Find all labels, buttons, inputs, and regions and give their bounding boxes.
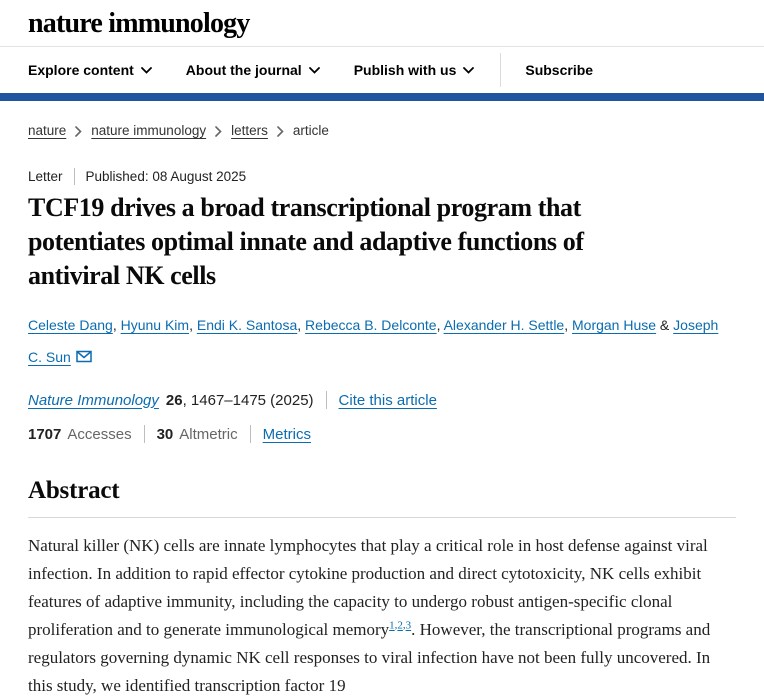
chevron-down-icon: [463, 66, 475, 74]
nav-label: Subscribe: [525, 62, 594, 78]
chevron-right-icon: [277, 125, 284, 137]
abstract-paragraph: Natural killer (NK) cells are innate lym…: [28, 532, 736, 700]
nav-explore-content[interactable]: Explore content: [28, 62, 152, 78]
author-link[interactable]: Celeste Dang: [28, 317, 113, 333]
abstract-heading: Abstract: [28, 477, 120, 504]
nav-subscribe[interactable]: Subscribe: [525, 62, 593, 78]
author-link[interactable]: Joseph C. Sun: [28, 317, 719, 365]
author: Hyunu Kim: [121, 317, 197, 333]
nav-publish-with-us[interactable]: Publish with us: [354, 62, 475, 78]
article-title-line: antiviral NK cells: [28, 261, 216, 290]
reference-citation: 1: [389, 619, 397, 631]
altmetric-count: 30: [156, 425, 174, 443]
meta-divider: [73, 168, 75, 185]
article-title-line: potentiates optimal innate and adaptive …: [28, 227, 584, 256]
published-date: Published: 08 August 2025: [85, 169, 247, 184]
citation-divider: [325, 391, 327, 409]
masthead-divider: [0, 46, 764, 47]
altmetric-label: Altmetric: [179, 425, 238, 443]
author: Celeste Dang: [28, 317, 121, 333]
metrics-divider: [249, 425, 251, 443]
reference-link[interactable]: 3: [405, 619, 412, 632]
page-range: , 1467–1475 (2025): [182, 391, 314, 409]
author: Endi K. Santosa: [197, 317, 305, 333]
reference-citation: 3: [406, 619, 412, 631]
article-title-line: TCF19 drives a broad transcriptional pro…: [28, 193, 581, 222]
breadcrumb: nature nature immunology letters article: [28, 101, 736, 138]
site-header: nature immunology Explore content About …: [0, 0, 764, 101]
abstract-divider: [28, 517, 736, 518]
article-title: TCF19 drives a broad transcriptional pro…: [28, 191, 736, 293]
volume-number: 26: [165, 391, 183, 409]
top-navigation: Explore content About the journal Publis…: [0, 47, 764, 93]
author: Morgan Huse: [572, 317, 673, 333]
brand-accent-bar: [0, 93, 764, 101]
accesses-count: 1707: [28, 425, 62, 443]
email-envelope-icon[interactable]: [76, 350, 92, 363]
masthead: nature immunology: [0, 0, 764, 46]
metrics-divider: [143, 425, 145, 443]
author-list: Celeste Dang Hyunu Kim Endi K. Santosa Rebe…: [28, 309, 728, 373]
abstract-section: Abstract Natural killer (NK) cells are i…: [28, 477, 736, 700]
nav-label: Explore content: [28, 62, 134, 78]
author-link[interactable]: Hyunu Kim: [120, 317, 190, 333]
chevron-down-icon: [308, 66, 320, 74]
nav-about-the-journal[interactable]: About the journal: [186, 62, 320, 78]
metrics-bar: 1707 Accesses 30 Altmetric Metrics: [28, 425, 736, 443]
chevron-right-icon: [75, 125, 82, 137]
breadcrumb-nature[interactable]: nature: [28, 123, 67, 138]
author: Rebecca B. Delconte: [305, 317, 444, 333]
cite-this-article-link[interactable]: Cite this article: [338, 391, 437, 409]
author: Alexander H. Settle: [444, 317, 572, 333]
metrics-link[interactable]: Metrics: [262, 425, 311, 443]
author-link[interactable]: Endi K. Santosa: [196, 317, 298, 333]
nav-label: Publish with us: [353, 62, 457, 78]
nav-divider: [500, 53, 502, 87]
author-link[interactable]: Alexander H. Settle: [443, 317, 565, 333]
reference-link[interactable]: 1: [389, 619, 395, 632]
breadcrumb-nature-immunology[interactable]: nature immunology: [91, 123, 207, 138]
author-link[interactable]: Rebecca B. Delconte: [305, 317, 437, 333]
breadcrumb-letters[interactable]: letters: [231, 123, 268, 138]
author-link[interactable]: Morgan Huse: [572, 317, 657, 333]
accesses-label: Accesses: [67, 425, 132, 443]
journal-link[interactable]: Nature Immunology: [28, 391, 159, 409]
breadcrumb-article: article: [292, 123, 329, 138]
nav-label: About the journal: [185, 62, 302, 78]
chevron-down-icon: [140, 66, 152, 74]
article-meta: Letter Published: 08 August 2025: [28, 168, 736, 185]
article-type: Letter: [28, 169, 63, 184]
abstract-text: Natural killer (NK) cells are innate lym…: [28, 536, 708, 639]
reference-citation: 2: [397, 619, 405, 631]
journal-logo[interactable]: nature immunology: [28, 8, 250, 39]
reference-link[interactable]: 2: [397, 619, 403, 632]
reference-citations: 123: [389, 619, 411, 631]
chevron-right-icon: [215, 125, 222, 137]
citation-line: Nature Immunology 26 , 1467–1475 (2025) …: [28, 391, 736, 409]
author: Joseph C. Sun: [28, 317, 718, 365]
